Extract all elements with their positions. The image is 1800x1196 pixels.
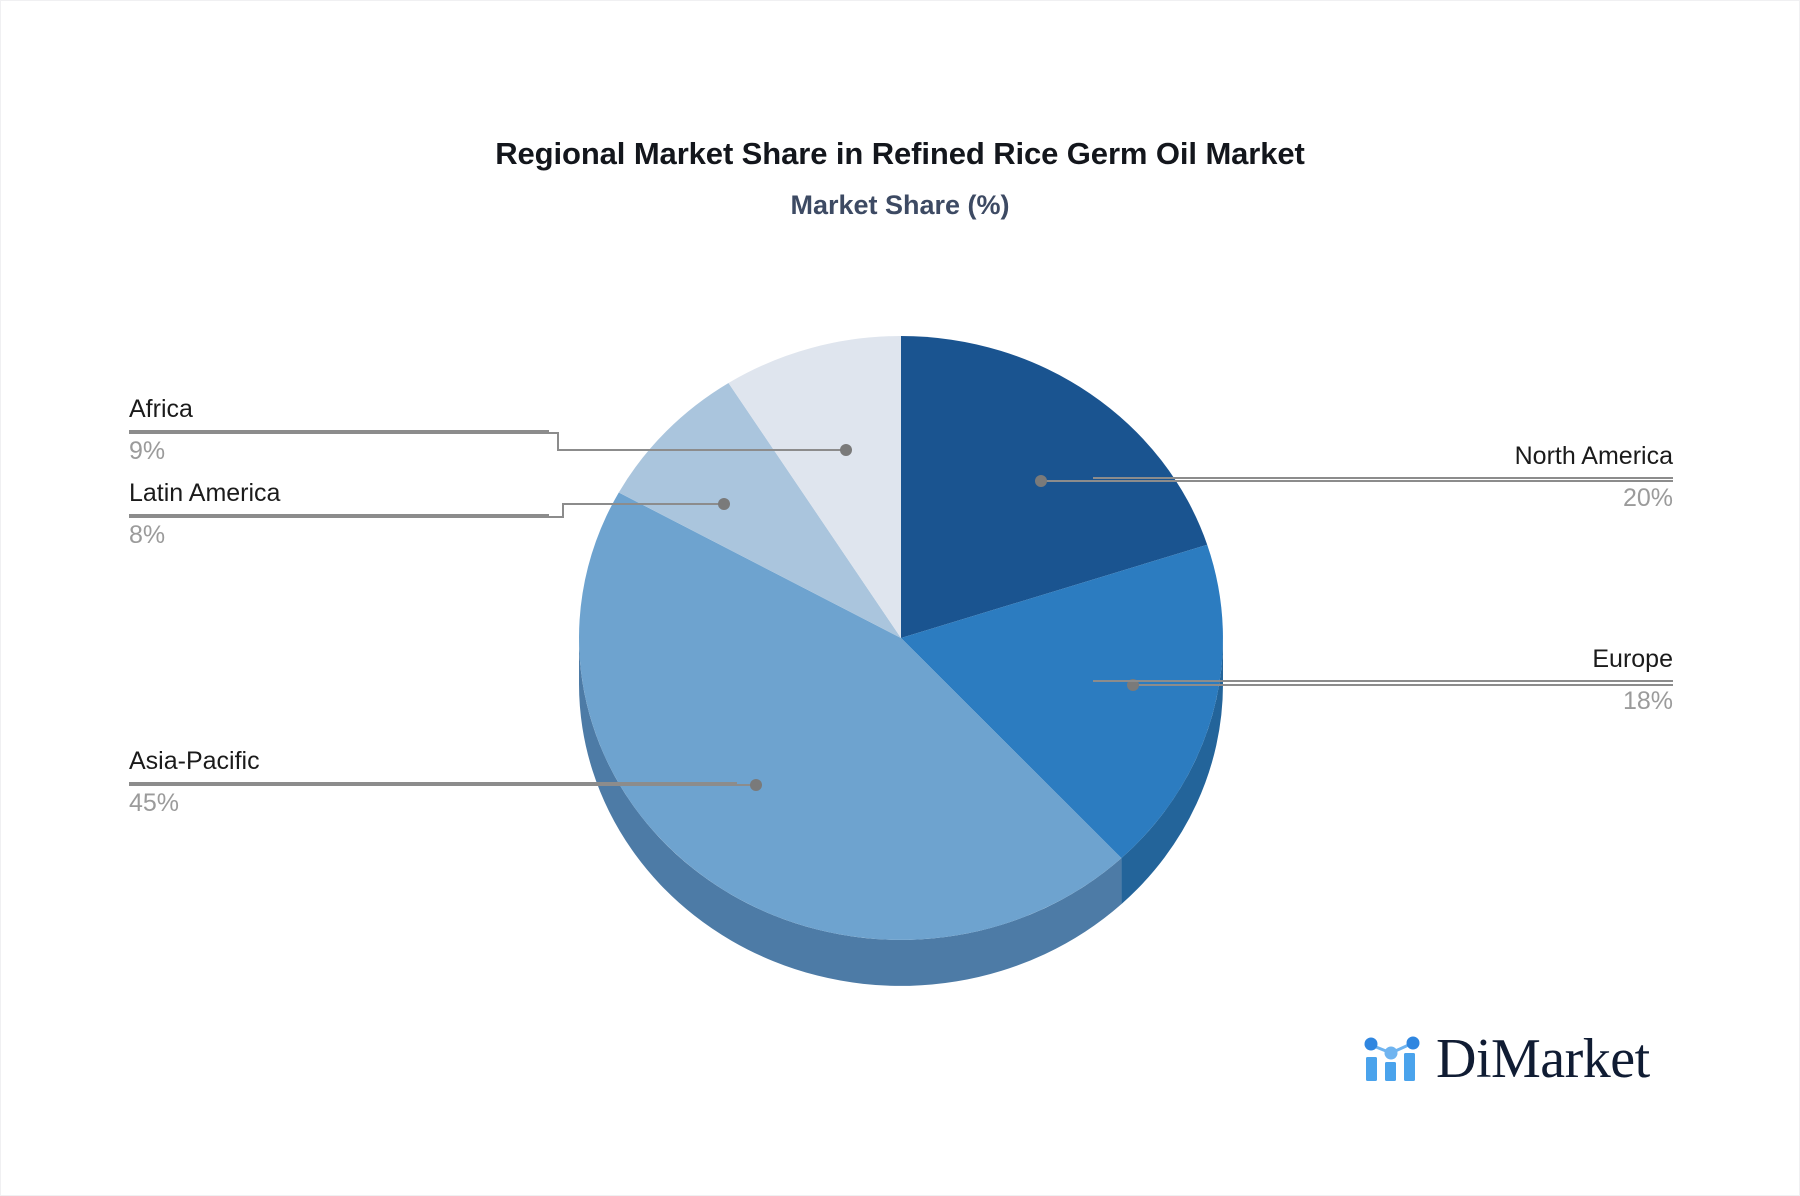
logo-text: DiMarket bbox=[1436, 1028, 1650, 1090]
callout-asia-pacific[interactable]: Asia-Pacific 45% bbox=[129, 746, 737, 820]
callout-europe[interactable]: Europe 18% bbox=[1093, 644, 1673, 718]
callout-africa-rule bbox=[129, 430, 549, 433]
callout-europe-value: 18% bbox=[1622, 687, 1673, 716]
callout-north-america-label: North America bbox=[1514, 442, 1673, 470]
callout-africa-label: Africa bbox=[129, 395, 193, 423]
callout-africa[interactable]: Africa 9% bbox=[129, 394, 549, 468]
leader-dot-asia-pacific bbox=[750, 779, 762, 791]
callout-north-america[interactable]: North America 20% bbox=[1093, 441, 1673, 515]
pie-slice-africa[interactable] bbox=[728, 336, 902, 638]
callout-africa-value: 9% bbox=[129, 437, 166, 466]
callout-latin-america-value: 8% bbox=[129, 521, 166, 550]
callout-north-america-rule bbox=[1093, 477, 1673, 480]
callout-latin-america-rule bbox=[129, 514, 549, 517]
page-title: Regional Market Share in Refined Rice Ge… bbox=[495, 136, 1305, 171]
leader-dot-latin-america bbox=[718, 498, 730, 510]
callout-asia-pacific-value: 45% bbox=[129, 789, 180, 818]
callout-asia-pacific-rule bbox=[129, 782, 737, 785]
callout-asia-pacific-label: Asia-Pacific bbox=[129, 747, 260, 775]
bar-chart-icon bbox=[1364, 1036, 1420, 1081]
callout-europe-rule bbox=[1093, 680, 1673, 683]
chart-subtitle: Market Share (%) bbox=[790, 190, 1010, 220]
dimarket-logo: DiMarket bbox=[1362, 1031, 1650, 1087]
callout-europe-label: Europe bbox=[1592, 645, 1673, 673]
leader-dot-north-america bbox=[1035, 475, 1047, 487]
pie-slice-latin-america[interactable] bbox=[618, 383, 901, 638]
leader-dot-africa bbox=[840, 444, 852, 456]
callout-latin-america[interactable]: Latin America 8% bbox=[129, 478, 549, 552]
pie-slice-asia-pacific[interactable] bbox=[579, 492, 1122, 940]
pie-slices bbox=[579, 336, 1223, 940]
callout-latin-america-label: Latin America bbox=[129, 479, 281, 507]
callout-north-america-value: 20% bbox=[1622, 484, 1673, 513]
